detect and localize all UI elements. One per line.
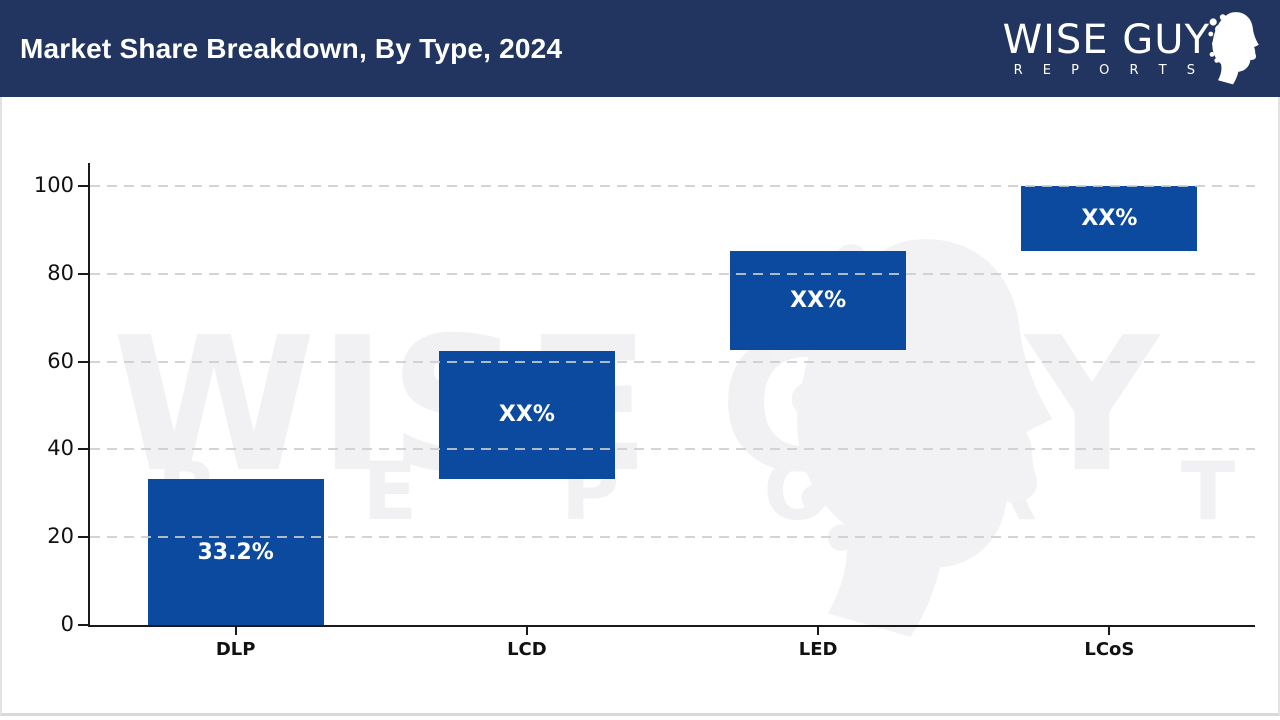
- x-tick: [1108, 627, 1111, 635]
- x-tick: [525, 627, 528, 635]
- bar-value-label: 33.2%: [197, 539, 274, 565]
- gridline: [90, 360, 1255, 363]
- y-tick: [78, 360, 88, 363]
- gridline: [90, 536, 1255, 539]
- y-axis-line: [88, 163, 90, 627]
- waterfall-bar: 33.2%: [147, 479, 324, 625]
- x-category-label: DLP: [215, 639, 256, 660]
- y-tick: [78, 448, 88, 451]
- y-tick-label: 20: [47, 524, 74, 549]
- chart-canvas: WISE GUY R E P O R T S 02040608010033.2%…: [0, 97, 1280, 716]
- y-tick-label: 60: [47, 348, 74, 373]
- gridline: [90, 185, 1255, 187]
- header: Market Share Breakdown, By Type, 2024 WI…: [0, 0, 1280, 97]
- waterfall-bar: XX%: [1021, 186, 1198, 251]
- y-tick-label: 40: [47, 436, 74, 461]
- logo-text: WISE GUY R E P O R T S: [1003, 20, 1210, 78]
- logo-wordmark: WISE GUY: [1002, 16, 1210, 63]
- x-category-label: LCoS: [1084, 639, 1135, 660]
- y-tick-label: 0: [60, 612, 74, 636]
- x-category-label: LED: [798, 639, 838, 660]
- y-tick-label: 80: [47, 260, 74, 285]
- bar-value-label: XX%: [790, 287, 847, 313]
- waterfall-bar: XX%: [438, 350, 615, 480]
- brand-logo: WISE GUY R E P O R T S: [1003, 0, 1266, 97]
- bar-value-label: XX%: [498, 402, 555, 428]
- x-tick: [817, 627, 820, 635]
- y-tick: [78, 536, 88, 539]
- watermark-subtitle: R E P O R T S: [157, 445, 1280, 538]
- gridline: [90, 448, 1255, 451]
- wise-guy-head-icon: [1208, 11, 1259, 84]
- waterfall-bar: XX%: [730, 250, 907, 350]
- y-tick-label: 100: [33, 173, 74, 197]
- y-tick: [78, 185, 88, 187]
- y-tick: [78, 272, 88, 275]
- x-tick: [234, 627, 237, 635]
- x-axis-line: [88, 625, 1255, 627]
- bar-value-label: XX%: [1081, 205, 1138, 231]
- logo-subtitle: R E P O R T S: [1013, 62, 1203, 78]
- gridline: [90, 272, 1255, 275]
- y-tick: [78, 624, 88, 626]
- x-category-label: LCD: [507, 639, 547, 660]
- page-title: Market Share Breakdown, By Type, 2024: [20, 32, 563, 64]
